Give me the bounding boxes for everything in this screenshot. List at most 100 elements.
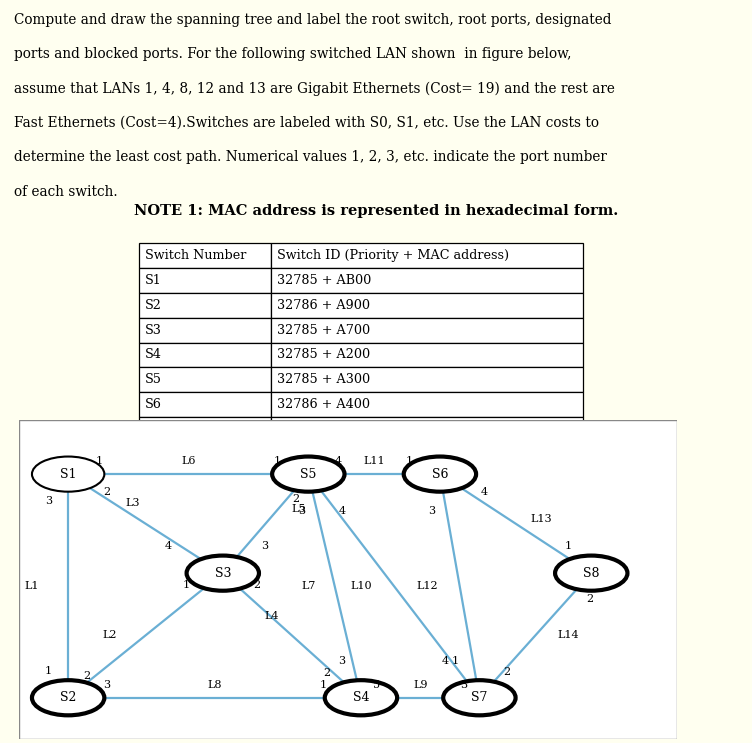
Text: L5: L5 xyxy=(292,504,306,514)
Bar xyxy=(139,318,271,343)
Text: 32786 + A400: 32786 + A400 xyxy=(277,398,370,411)
Text: S7: S7 xyxy=(472,691,487,704)
Text: assume that LANs 1, 4, 8, 12 and 13 are Gigabit Ethernets (Cost= 19) and the res: assume that LANs 1, 4, 8, 12 and 13 are … xyxy=(14,82,614,96)
Text: S3: S3 xyxy=(214,567,231,580)
Bar xyxy=(271,343,583,367)
Text: 1: 1 xyxy=(451,656,459,666)
Circle shape xyxy=(272,456,344,492)
Text: 32785 + AB00: 32785 + AB00 xyxy=(277,274,371,287)
Bar xyxy=(271,367,583,392)
Text: 4: 4 xyxy=(165,541,172,551)
Circle shape xyxy=(325,680,397,716)
Text: L6: L6 xyxy=(181,456,196,467)
Text: L11: L11 xyxy=(363,456,385,467)
Text: 3: 3 xyxy=(460,680,468,690)
Bar xyxy=(139,417,271,441)
Bar xyxy=(139,244,271,268)
Text: L10: L10 xyxy=(350,581,371,591)
Text: 3: 3 xyxy=(298,505,305,516)
Text: 4: 4 xyxy=(338,505,346,516)
Text: S3: S3 xyxy=(145,324,162,337)
Text: S4: S4 xyxy=(145,348,162,361)
Text: S8: S8 xyxy=(145,447,162,461)
Text: Compute and draw the spanning tree and label the root switch, root ports, design: Compute and draw the spanning tree and l… xyxy=(14,13,611,27)
Bar xyxy=(271,293,583,318)
Text: ports and blocked ports. For the following switched LAN shown  in figure below,: ports and blocked ports. For the followi… xyxy=(14,47,571,61)
Text: 3: 3 xyxy=(261,541,268,551)
Text: L8: L8 xyxy=(208,680,222,690)
Text: 2: 2 xyxy=(103,487,110,497)
Text: 32785 + A700: 32785 + A700 xyxy=(277,324,370,337)
Text: 32786 + A900: 32786 + A900 xyxy=(277,299,370,312)
Text: L4: L4 xyxy=(265,611,279,621)
Text: L12: L12 xyxy=(416,581,438,591)
Text: S2: S2 xyxy=(145,299,162,312)
Bar xyxy=(139,343,271,367)
Text: determine the least cost path. Numerical values 1, 2, 3, etc. indicate the port : determine the least cost path. Numerical… xyxy=(14,150,606,164)
Text: Switch ID (Priority + MAC address): Switch ID (Priority + MAC address) xyxy=(277,250,509,262)
Text: S5: S5 xyxy=(145,373,162,386)
Text: 2: 2 xyxy=(292,493,299,504)
Bar xyxy=(271,244,583,268)
Text: 1: 1 xyxy=(274,456,280,467)
Text: 5: 5 xyxy=(373,680,380,690)
Text: S1: S1 xyxy=(60,467,77,481)
Text: 32785 + B700: 32785 + B700 xyxy=(277,423,370,435)
Text: 32785 + A200: 32785 + A200 xyxy=(277,348,370,361)
Text: 2: 2 xyxy=(323,668,331,678)
Circle shape xyxy=(443,680,516,716)
Text: Fast Ethernets (Cost=4).Switches are labeled with S0, S1, etc. Use the LAN costs: Fast Ethernets (Cost=4).Switches are lab… xyxy=(14,116,599,130)
Text: 2: 2 xyxy=(83,672,90,681)
Bar xyxy=(139,268,271,293)
Text: 1: 1 xyxy=(406,456,413,467)
Text: Switch Number: Switch Number xyxy=(145,250,247,262)
Text: 4: 4 xyxy=(335,456,342,467)
Text: L13: L13 xyxy=(530,513,552,524)
Text: 32786 + C000: 32786 + C000 xyxy=(277,447,370,461)
Text: S4: S4 xyxy=(353,691,369,704)
Text: S7: S7 xyxy=(145,423,162,435)
Text: L7: L7 xyxy=(301,581,316,591)
Text: 2: 2 xyxy=(587,594,593,604)
Circle shape xyxy=(186,556,259,591)
Circle shape xyxy=(555,556,627,591)
Circle shape xyxy=(32,456,105,492)
Text: 2: 2 xyxy=(504,667,511,677)
Text: L14: L14 xyxy=(557,631,579,640)
Bar xyxy=(139,441,271,467)
Text: S6: S6 xyxy=(432,467,448,481)
Text: of each switch.: of each switch. xyxy=(14,185,117,198)
Text: S1: S1 xyxy=(145,274,162,287)
Text: 1: 1 xyxy=(45,666,52,676)
Text: S6: S6 xyxy=(145,398,162,411)
Text: L2: L2 xyxy=(102,631,117,640)
Circle shape xyxy=(404,456,476,492)
Text: 1: 1 xyxy=(565,540,572,551)
Text: 1: 1 xyxy=(96,456,103,467)
Text: S8: S8 xyxy=(583,567,599,580)
Text: L9: L9 xyxy=(413,680,427,690)
Text: 1: 1 xyxy=(183,580,190,591)
Bar xyxy=(271,268,583,293)
Circle shape xyxy=(32,680,105,716)
Text: 4: 4 xyxy=(481,487,488,497)
Text: 3: 3 xyxy=(338,656,345,666)
Text: 3: 3 xyxy=(45,496,52,506)
Text: 1: 1 xyxy=(320,680,326,690)
Bar xyxy=(271,441,583,467)
Text: L1: L1 xyxy=(25,581,39,591)
Text: 3: 3 xyxy=(103,680,110,690)
Text: 4: 4 xyxy=(442,656,449,666)
Text: L3: L3 xyxy=(126,498,141,508)
Bar xyxy=(271,392,583,417)
Bar xyxy=(271,417,583,441)
FancyBboxPatch shape xyxy=(19,420,677,739)
Text: S5: S5 xyxy=(300,467,317,481)
Text: 32785 + A300: 32785 + A300 xyxy=(277,373,370,386)
Bar xyxy=(139,367,271,392)
Bar xyxy=(139,293,271,318)
Bar xyxy=(271,318,583,343)
Text: 3: 3 xyxy=(428,505,435,516)
Bar xyxy=(139,392,271,417)
Text: NOTE 1: MAC address is represented in hexadecimal form.: NOTE 1: MAC address is represented in he… xyxy=(134,204,618,218)
